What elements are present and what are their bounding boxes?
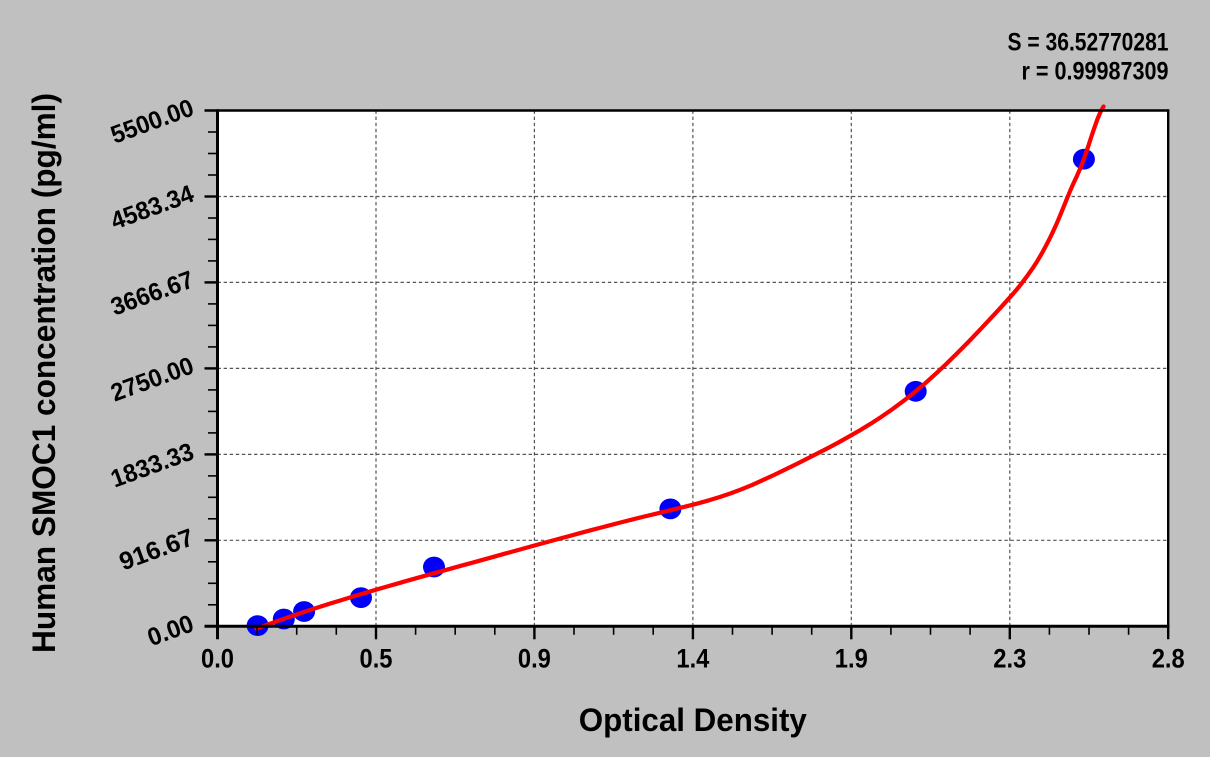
svg-text:Human SMOC1 concentration (pg/: Human SMOC1 concentration (pg/ml) [26, 93, 62, 653]
svg-text:5500.00: 5500.00 [107, 94, 197, 150]
svg-text:4583.34: 4583.34 [107, 180, 197, 236]
svg-text:2750.00: 2750.00 [107, 352, 197, 408]
svg-text:1.9: 1.9 [835, 644, 868, 674]
svg-text:r = 0.99987309: r = 0.99987309 [1022, 58, 1169, 86]
svg-text:Optical Density: Optical Density [579, 702, 807, 738]
svg-text:0.9: 0.9 [518, 644, 551, 674]
svg-text:S = 36.52770281: S = 36.52770281 [1008, 29, 1169, 57]
svg-text:0.5: 0.5 [360, 644, 393, 674]
svg-text:2.3: 2.3 [993, 644, 1026, 674]
svg-text:916.67: 916.67 [116, 524, 198, 577]
svg-text:2.8: 2.8 [1152, 644, 1185, 674]
svg-text:1833.33: 1833.33 [107, 438, 197, 494]
svg-text:0.0: 0.0 [201, 644, 234, 674]
svg-text:3666.67: 3666.67 [107, 266, 197, 322]
svg-text:1.4: 1.4 [676, 644, 709, 674]
svg-text:0.00: 0.00 [144, 610, 198, 652]
